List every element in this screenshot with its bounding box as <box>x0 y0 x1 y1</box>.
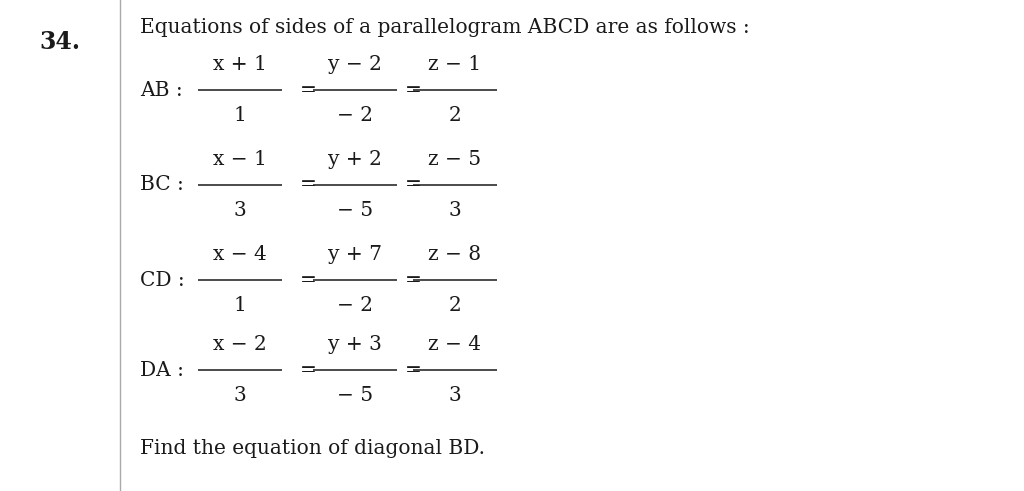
Text: z − 8: z − 8 <box>428 245 481 264</box>
Text: =: = <box>300 360 316 380</box>
Text: x − 1: x − 1 <box>213 150 267 169</box>
Text: x − 4: x − 4 <box>213 245 267 264</box>
Text: BC :: BC : <box>140 175 184 194</box>
Text: 3: 3 <box>449 201 462 220</box>
Text: z − 1: z − 1 <box>428 55 481 74</box>
Text: Equations of sides of a parallelogram ABCD are as follows :: Equations of sides of a parallelogram AB… <box>140 18 750 37</box>
Text: Find the equation of diagonal BD.: Find the equation of diagonal BD. <box>140 438 485 458</box>
Text: =: = <box>300 175 316 194</box>
Text: 1: 1 <box>233 296 247 315</box>
Text: x + 1: x + 1 <box>213 55 267 74</box>
Text: z − 4: z − 4 <box>428 335 481 354</box>
Text: y − 2: y − 2 <box>328 55 382 74</box>
Text: AB :: AB : <box>140 81 182 100</box>
Text: 1: 1 <box>233 106 247 125</box>
Text: 34.: 34. <box>40 30 81 54</box>
Text: 2: 2 <box>449 106 462 125</box>
Text: =: = <box>300 81 316 100</box>
Text: − 5: − 5 <box>337 386 373 405</box>
Text: 2: 2 <box>449 296 462 315</box>
Text: =: = <box>404 271 422 290</box>
Text: y + 3: y + 3 <box>328 335 382 354</box>
Text: z − 5: z − 5 <box>428 150 481 169</box>
Text: x − 2: x − 2 <box>213 335 267 354</box>
Text: 3: 3 <box>233 201 247 220</box>
Text: − 5: − 5 <box>337 201 373 220</box>
Text: 3: 3 <box>233 386 247 405</box>
Text: − 2: − 2 <box>337 106 373 125</box>
Text: DA :: DA : <box>140 360 184 380</box>
Text: CD :: CD : <box>140 271 184 290</box>
Text: y + 7: y + 7 <box>328 245 382 264</box>
Text: y + 2: y + 2 <box>328 150 382 169</box>
Text: =: = <box>300 271 316 290</box>
Text: − 2: − 2 <box>337 296 373 315</box>
Text: =: = <box>404 81 422 100</box>
Text: =: = <box>404 175 422 194</box>
Text: =: = <box>404 360 422 380</box>
Text: 3: 3 <box>449 386 462 405</box>
